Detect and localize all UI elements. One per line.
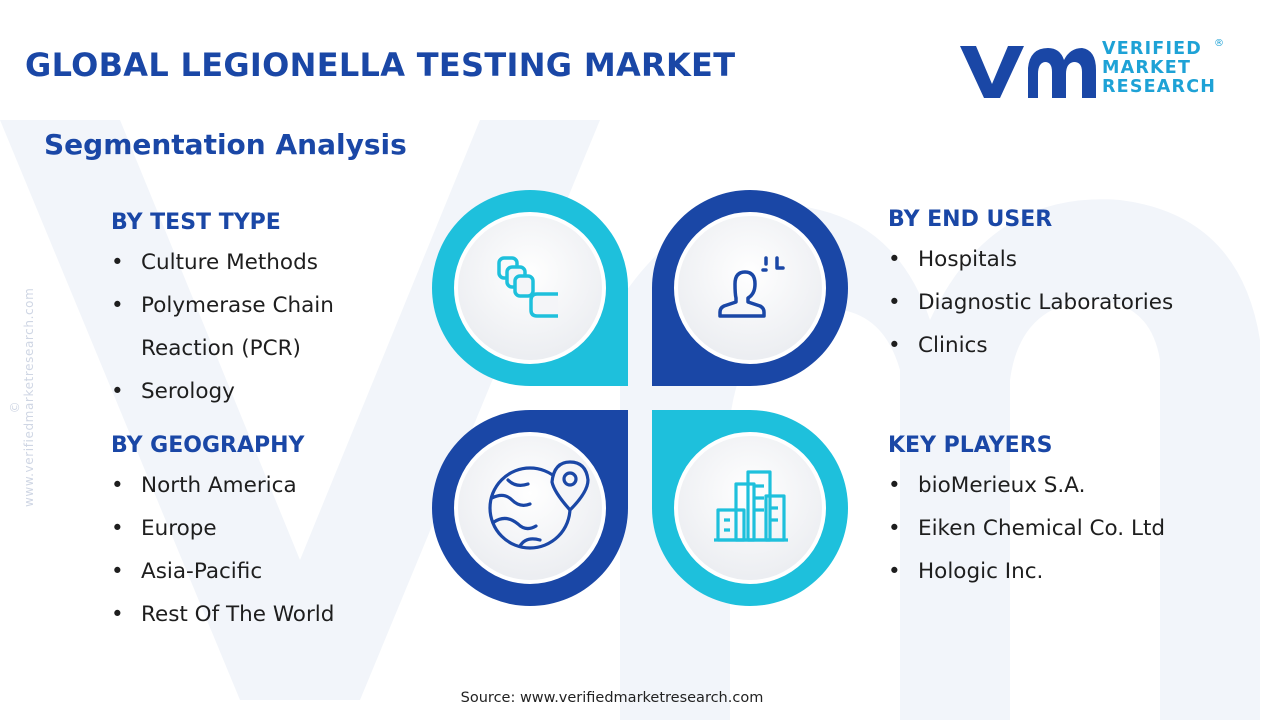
source-credit: Source: www.verifiedmarketresearch.com	[460, 690, 764, 706]
section-heading: BY END USER	[888, 207, 1053, 232]
list-item: Serology	[111, 370, 411, 413]
side-watermark-url: © www.verifiedmarketresearch.com	[8, 287, 36, 507]
segment-list: North America Europe Asia-Pacific Rest O…	[111, 464, 411, 636]
list-item: Hologic Inc.	[888, 550, 1218, 593]
segment-list: Culture Methods Polymerase Chain Reactio…	[111, 241, 411, 413]
list-item: Culture Methods	[111, 241, 411, 284]
section-key-players: KEY PLAYERS bioMerieux S.A. Eiken Chemic…	[888, 433, 1218, 593]
petal-key-players	[652, 410, 848, 606]
layers-icon	[497, 256, 558, 318]
petal-end-user	[652, 190, 848, 386]
vmr-logo-mark	[960, 46, 1096, 98]
section-heading: BY TEST TYPE	[111, 210, 281, 235]
registered-mark: ®	[1214, 38, 1224, 49]
segment-list: bioMerieux S.A. Eiken Chemical Co. Ltd H…	[888, 464, 1218, 593]
section-end-user: BY END USER Hospitals Diagnostic Laborat…	[888, 207, 1218, 367]
list-item-line: Reaction (PCR)	[141, 336, 301, 361]
logo-line-1: VERIFIED	[1102, 39, 1203, 59]
logo-line-3: RESEARCH	[1102, 77, 1217, 97]
list-item: Polymerase Chain Reaction (PCR)	[111, 284, 411, 370]
list-item: Clinics	[888, 324, 1218, 367]
list-item: Diagnostic Laboratories	[888, 281, 1218, 324]
section-heading: BY GEOGRAPHY	[111, 433, 305, 458]
list-item: Europe	[111, 507, 411, 550]
section-test-type: BY TEST TYPE Culture Methods Polymerase …	[111, 210, 411, 413]
segmentation-diagram	[432, 190, 848, 606]
petal-test-type	[432, 190, 628, 386]
list-item-line: Polymerase Chain	[141, 293, 334, 318]
petal-geography	[432, 410, 628, 606]
list-item: North America	[111, 464, 411, 507]
page-title: GLOBAL LEGIONELLA TESTING MARKET	[25, 46, 736, 84]
section-heading: KEY PLAYERS	[888, 433, 1053, 458]
logo-line-2: MARKET	[1102, 58, 1192, 78]
vmr-logo: VERIFIED MARKET RESEARCH ®	[958, 38, 1228, 102]
list-item: Hospitals	[888, 238, 1218, 281]
segmentation-subtitle: Segmentation Analysis	[44, 128, 407, 161]
list-item: Asia-Pacific	[111, 550, 411, 593]
person-icon	[718, 256, 785, 318]
globe-pin-icon	[488, 460, 590, 550]
segment-list: Hospitals Diagnostic Laboratories Clinic…	[888, 238, 1218, 367]
section-geography: BY GEOGRAPHY North America Europe Asia-P…	[111, 433, 411, 636]
list-item: bioMerieux S.A.	[888, 464, 1218, 507]
list-item: Rest Of The World	[111, 593, 411, 636]
vmr-logo-text: VERIFIED MARKET RESEARCH	[1102, 40, 1216, 97]
list-item: Eiken Chemical Co. Ltd	[888, 507, 1218, 550]
buildings-icon	[714, 470, 788, 542]
